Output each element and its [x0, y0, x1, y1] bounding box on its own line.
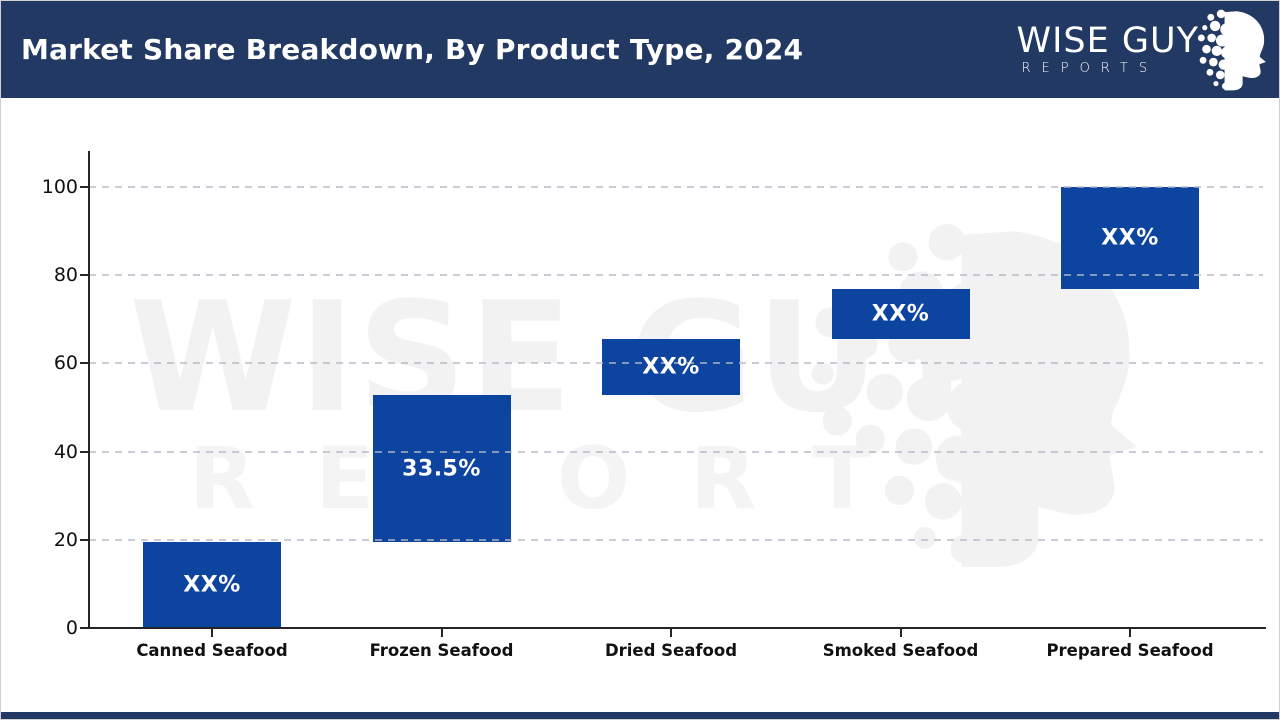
gridline	[89, 362, 1263, 365]
bar-value-label: 33.5%	[402, 456, 481, 482]
bar-value-label: XX%	[642, 354, 700, 380]
y-tick-label: 60	[53, 352, 78, 375]
category-label: Smoked Seafood	[822, 641, 979, 660]
logo-wordmark: WISE GUY	[1016, 20, 1199, 61]
x-tick-mark	[670, 629, 672, 637]
x-tick-mark	[1129, 629, 1131, 637]
dotted-head-profile-icon	[1197, 9, 1266, 90]
bar-value-label: XX%	[1101, 225, 1159, 251]
y-tick-label: 0	[65, 617, 78, 639]
x-tick-mark	[211, 629, 213, 637]
y-tick-mark	[80, 627, 88, 629]
bar-prepared-seafood	[1061, 187, 1199, 289]
gridline	[89, 538, 1263, 541]
footer-bar	[1, 712, 1279, 719]
y-tick-label: 20	[53, 528, 78, 551]
bar-dried-seafood	[602, 338, 740, 395]
bar-smoked-seafood	[831, 288, 970, 339]
y-axis-line	[88, 151, 90, 629]
x-axis-line	[88, 627, 1266, 629]
x-tick-mark	[440, 629, 443, 637]
y-tick-label: 100	[41, 176, 78, 198]
header-bar: Market Share Breakdown, By Product Type,…	[1, 1, 1279, 98]
logo-text: WISE GUY REPORTS	[1016, 20, 1199, 77]
category-label: Canned Seafood	[136, 641, 288, 660]
page-title: Market Share Breakdown, By Product Type,…	[21, 33, 804, 66]
bar-canned-seafood	[143, 542, 281, 628]
gridline	[89, 186, 1263, 188]
y-tick-mark	[80, 450, 88, 453]
bar-value-label: XX%	[871, 301, 930, 327]
category-label: Frozen Seafood	[369, 641, 514, 660]
y-tick-mark	[80, 274, 88, 277]
bar-value-label: XX%	[183, 572, 241, 598]
y-tick-label: 80	[53, 264, 78, 287]
bar-frozen-seafood	[372, 394, 511, 543]
category-label: Prepared Seafood	[1046, 641, 1214, 660]
category-label: Dried Seafood	[604, 641, 738, 660]
y-tick-mark	[80, 362, 88, 365]
y-tick-mark	[80, 538, 88, 541]
logo: WISE GUY REPORTS	[1016, 5, 1271, 95]
y-tick-mark	[80, 186, 88, 188]
gridline	[89, 274, 1263, 277]
gridline	[89, 450, 1263, 453]
x-tick-mark	[899, 629, 902, 637]
y-tick-label: 40	[53, 440, 78, 463]
logo-subtext: REPORTS	[1021, 61, 1159, 77]
